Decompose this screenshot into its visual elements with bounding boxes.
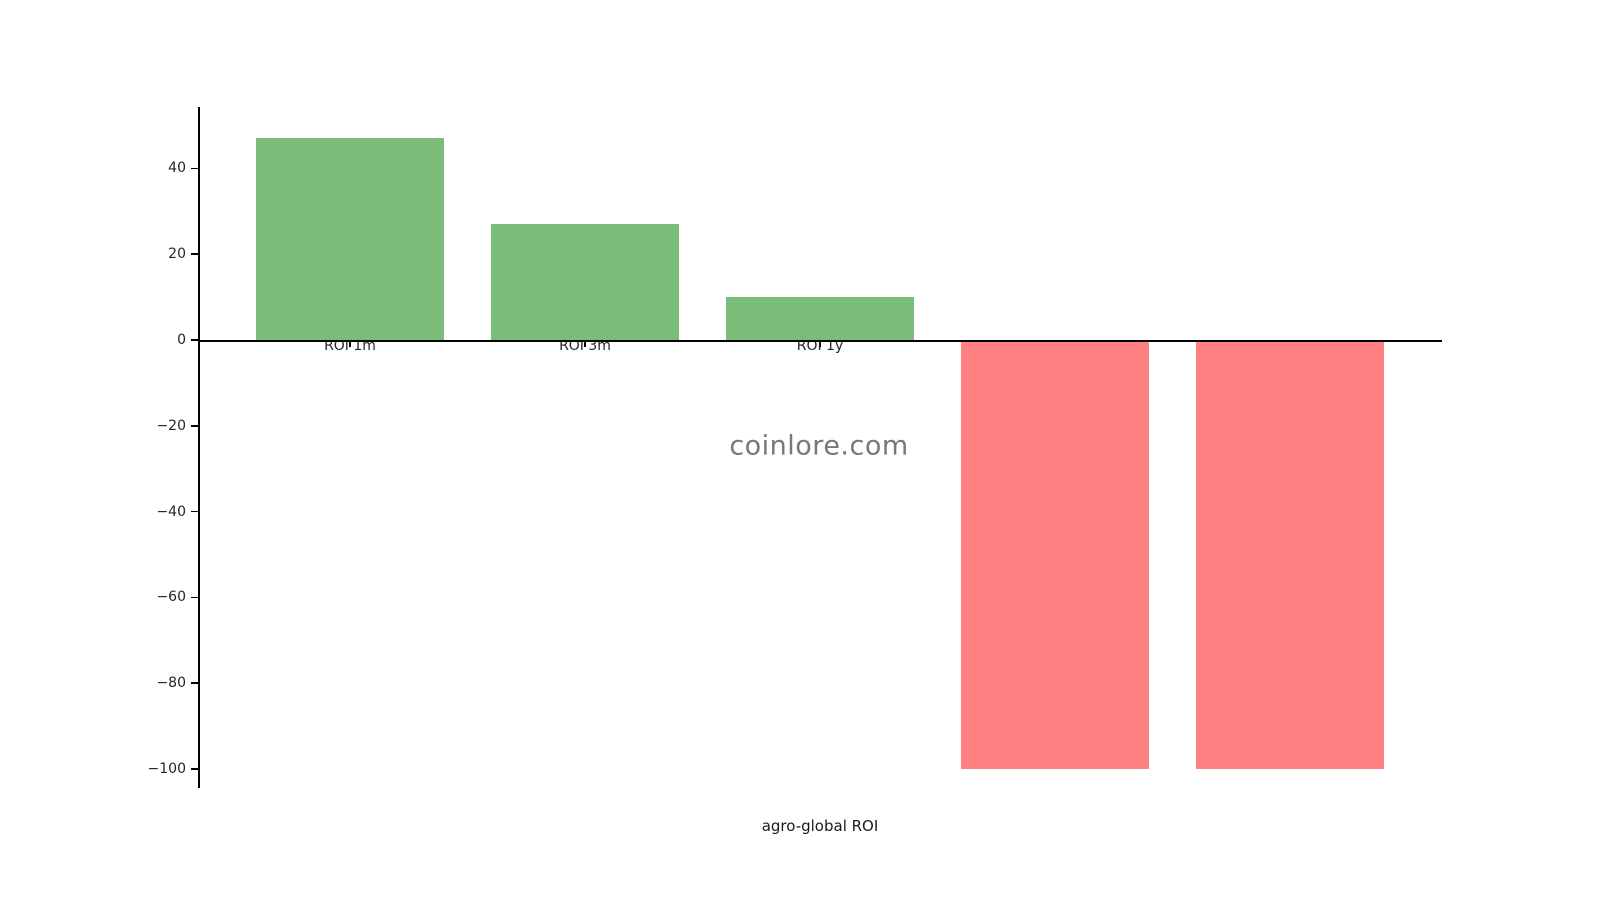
bar bbox=[961, 340, 1149, 769]
bar bbox=[1196, 340, 1384, 769]
y-tick-mark bbox=[191, 253, 198, 255]
x-tick-mark bbox=[584, 340, 586, 347]
y-axis-line bbox=[198, 107, 200, 788]
y-tick-mark bbox=[191, 339, 198, 341]
y-tick-label: −20 bbox=[156, 417, 186, 434]
y-tick-mark bbox=[191, 768, 198, 770]
bar bbox=[491, 224, 679, 340]
x-tick-label: ROI 1y bbox=[796, 338, 844, 354]
y-tick-mark bbox=[191, 425, 198, 427]
x-tick-label: ROI 1m bbox=[324, 338, 376, 354]
y-tick-label: −80 bbox=[156, 675, 186, 692]
bar bbox=[726, 297, 914, 340]
y-tick-label: 40 bbox=[168, 160, 186, 177]
y-tick-label: −60 bbox=[156, 589, 186, 606]
x-tick-label: ROI 3m bbox=[559, 338, 611, 354]
watermark: coinlore.com bbox=[729, 430, 909, 462]
x-tick-mark bbox=[349, 340, 351, 347]
y-tick-mark bbox=[191, 510, 198, 513]
chart-title: agro-global ROI bbox=[761, 817, 879, 835]
y-tick-mark bbox=[191, 596, 198, 599]
y-tick-label: −100 bbox=[147, 761, 186, 777]
y-tick-mark bbox=[191, 167, 198, 170]
y-tick-label: 20 bbox=[168, 246, 186, 263]
bar bbox=[256, 138, 444, 340]
x-axis-zero-line bbox=[198, 340, 1442, 342]
y-tick-label: −40 bbox=[156, 503, 186, 520]
y-tick-label: 0 bbox=[177, 332, 186, 348]
y-tick-mark bbox=[191, 682, 198, 684]
x-tick-mark bbox=[819, 340, 821, 347]
